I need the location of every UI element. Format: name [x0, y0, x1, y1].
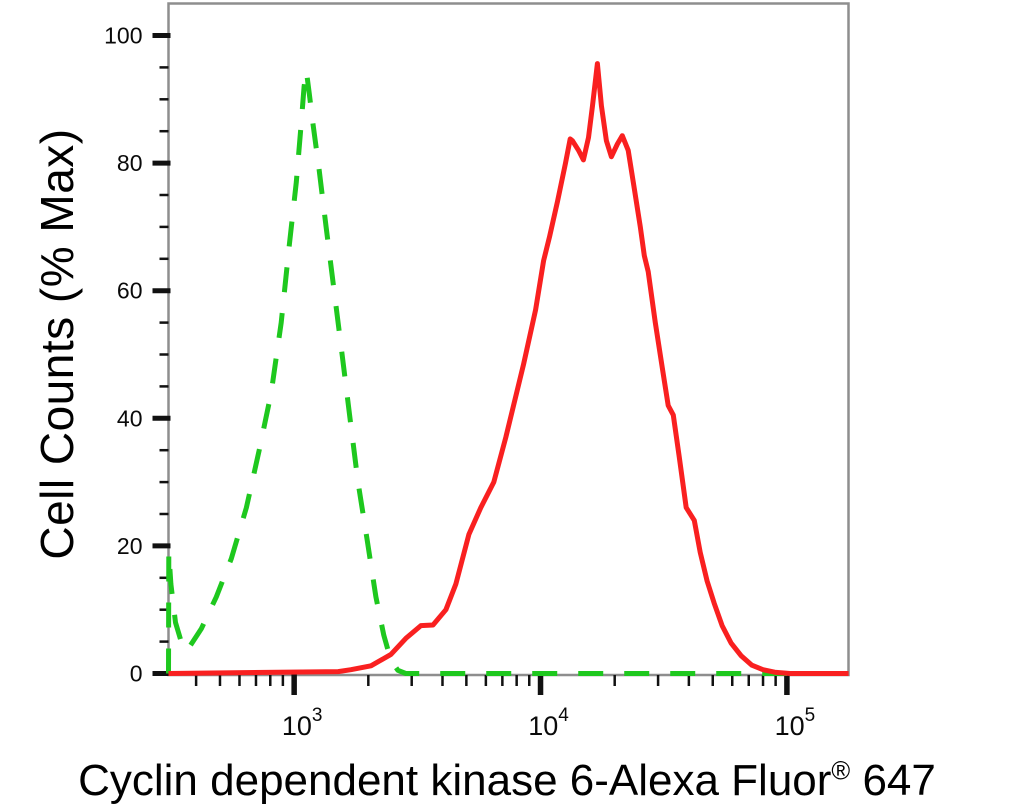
- y-tick-label-100: 100: [104, 23, 142, 49]
- x-tick-label-10000: 104: [528, 705, 569, 741]
- y-tick-label-40: 40: [117, 405, 143, 431]
- x-axis-title: Cyclin dependent kinase 6-Alexa Fluor® 6…: [0, 756, 1014, 806]
- x-axis-title-text: Cyclin dependent kinase 6-Alexa Fluor: [78, 756, 832, 805]
- y-tick-label-0: 0: [130, 661, 143, 687]
- x-tick-label-100000: 105: [775, 705, 816, 741]
- x-tick-label-1000: 103: [282, 705, 323, 741]
- red-solid-curve: [168, 61, 849, 676]
- x-axis-title-number: 647: [850, 756, 936, 805]
- y-axis-title: Cell Counts (% Max): [31, 128, 83, 560]
- y-tick-label-80: 80: [117, 150, 143, 176]
- plot-frame: [167, 2, 850, 677]
- green-dashed-curve: [166, 68, 849, 676]
- y-tick-label-20: 20: [117, 533, 143, 559]
- y-tick-label-60: 60: [117, 278, 143, 304]
- registered-trademark-icon: ®: [831, 757, 851, 786]
